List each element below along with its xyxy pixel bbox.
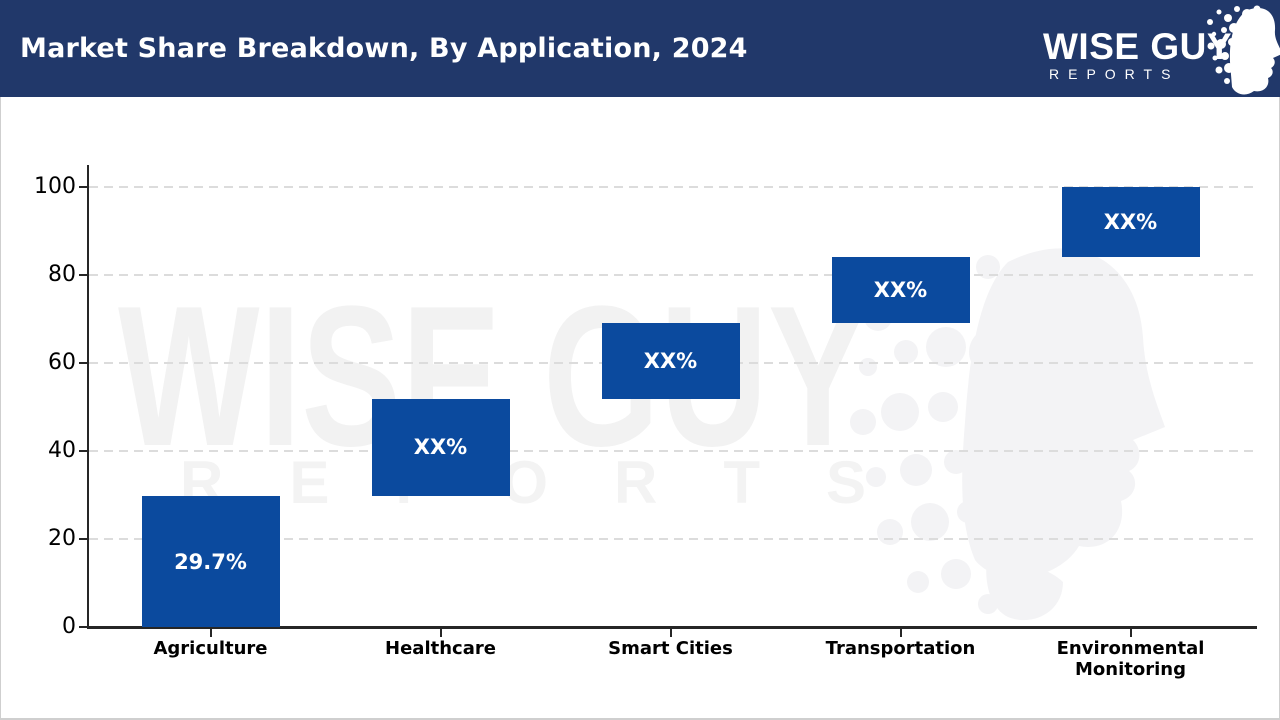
gridline-100 [89, 186, 1255, 188]
y-tick-label-20: 20 [48, 526, 76, 551]
y-tick-label-40: 40 [48, 438, 76, 463]
logo-head-icon [1207, 5, 1280, 95]
bar-agriculture: 29.7% [141, 496, 280, 627]
y-tick-label-80: 80 [48, 262, 76, 287]
bar-healthcare: XX% [371, 398, 510, 497]
logo-reports-text: REPORTS [1049, 66, 1180, 82]
bar-value-label: XX% [873, 277, 928, 302]
gridline-40 [89, 450, 1255, 452]
y-tick-label-0: 0 [62, 614, 76, 639]
x-category-label: Environmental Monitoring [1056, 638, 1205, 680]
logo-wordmark: WISE GUY [1043, 26, 1233, 67]
y-tick-label-60: 60 [48, 350, 76, 375]
x-tick-1 [439, 629, 442, 637]
x-tick-4 [1129, 629, 1132, 637]
bar-value-label: 29.7% [174, 549, 247, 574]
x-tick-2 [669, 629, 672, 637]
bar-environmental-monitoring: XX% [1061, 187, 1200, 258]
gridline-80 [89, 274, 1255, 276]
wise-guy-logo: WISE GUY REPORTS [1035, 0, 1280, 97]
x-tick-0 [209, 629, 212, 637]
bar-value-label: XX% [1103, 210, 1158, 235]
bar-value-label: XX% [413, 435, 468, 460]
y-axis-line [87, 165, 89, 628]
x-axis-line [87, 626, 1257, 629]
watermark-reports: REPORTS [180, 449, 933, 516]
x-category-label: Agriculture [153, 638, 268, 659]
y-tick-60 [79, 362, 87, 364]
y-tick-80 [79, 274, 87, 276]
bar-smart-cities: XX% [601, 322, 740, 399]
y-tick-label-100: 100 [34, 174, 76, 199]
x-category-label: Transportation [825, 638, 976, 659]
y-tick-0 [79, 626, 87, 628]
x-category-label: Healthcare [385, 638, 496, 659]
y-tick-40 [79, 450, 87, 452]
x-category-label: Smart Cities [608, 638, 733, 659]
y-tick-100 [79, 186, 87, 188]
bar-transportation: XX% [831, 257, 970, 323]
page-title: Market Share Breakdown, By Application, … [20, 33, 748, 64]
y-tick-20 [79, 538, 87, 540]
bar-value-label: XX% [643, 348, 698, 373]
x-tick-3 [899, 629, 902, 637]
header-band: Market Share Breakdown, By Application, … [0, 0, 1280, 97]
gridline-20 [89, 538, 1255, 540]
